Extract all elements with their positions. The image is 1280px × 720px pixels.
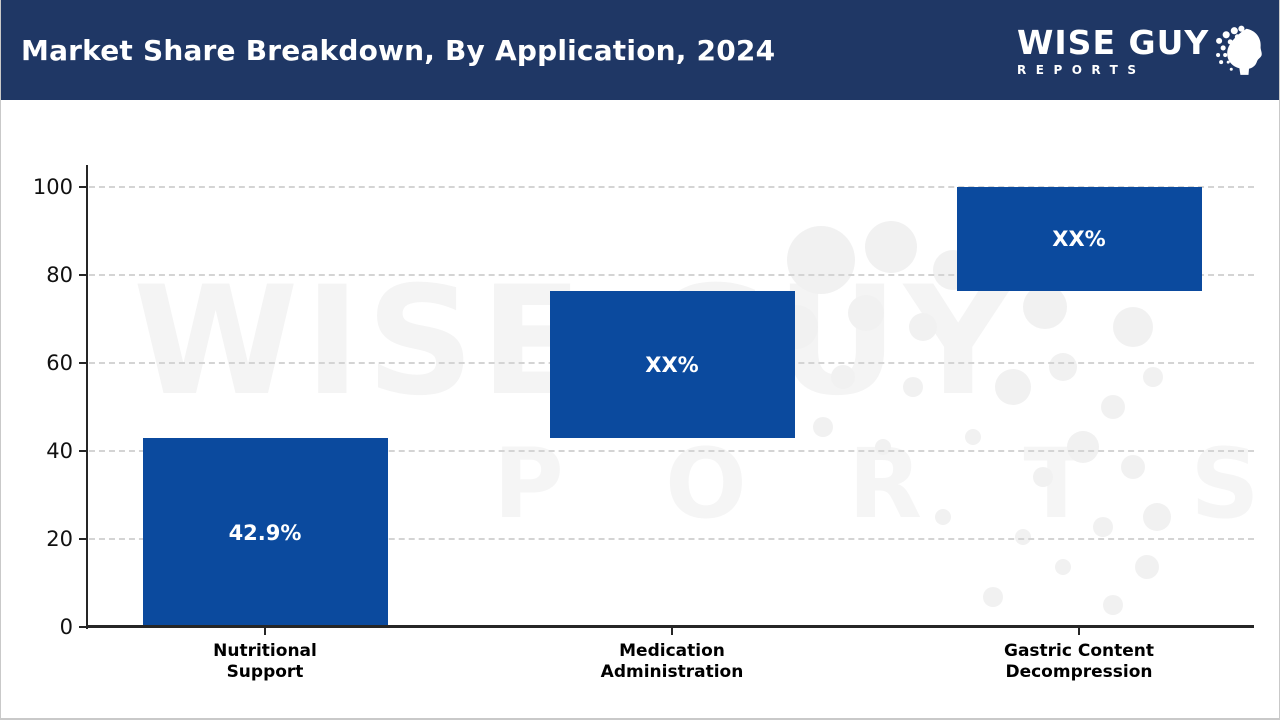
bar-segment-0: 42.9% [142, 438, 388, 627]
y-tick-40 [79, 450, 86, 452]
bar-segment-2: XX% [956, 187, 1202, 291]
bar-value-label-0: 42.9% [228, 520, 302, 545]
x-tick-2 [1078, 627, 1080, 635]
y-axis-line [86, 165, 88, 629]
logo-text: WISE GUY REPORTS [1017, 22, 1210, 77]
y-tick-100 [79, 186, 86, 188]
y-tick-80 [79, 274, 86, 276]
bar-value-label-1: XX% [645, 352, 699, 377]
category-label-0: Nutritional Support [213, 641, 317, 682]
logo-subtext: REPORTS [1017, 62, 1146, 77]
x-axis-line [86, 625, 1254, 628]
y-tick-20 [79, 538, 86, 540]
header-bar: Market Share Breakdown, By Application, … [1, 0, 1279, 100]
gridline-40 [89, 450, 1254, 452]
logo-head-icon [1216, 25, 1263, 75]
wise-guy-reports-logo: WISE GUY REPORTS [1017, 10, 1267, 92]
category-label-1: Medication Administration [600, 641, 744, 682]
gridline-80 [89, 274, 1254, 276]
y-tick-label-0: 0 [59, 615, 73, 639]
logo-wordmark: WISE GUY [1017, 22, 1210, 62]
bar-segment-1: XX% [549, 290, 795, 439]
gridline-20 [89, 538, 1254, 540]
gridline-100 [89, 186, 1254, 188]
category-label-2: Gastric Content Decompression [1003, 641, 1155, 682]
y-tick-60 [79, 362, 86, 364]
y-tick-label-80: 80 [46, 263, 73, 287]
y-tick-label-60: 60 [46, 351, 73, 375]
y-tick-label-40: 40 [46, 439, 73, 463]
y-tick-0 [79, 626, 86, 628]
y-tick-label-100: 100 [32, 175, 73, 199]
x-tick-0 [264, 627, 266, 635]
y-tick-label-20: 20 [46, 527, 73, 551]
bar-value-label-2: XX% [1052, 226, 1106, 251]
page-title: Market Share Breakdown, By Application, … [21, 33, 776, 67]
x-tick-1 [671, 627, 673, 635]
